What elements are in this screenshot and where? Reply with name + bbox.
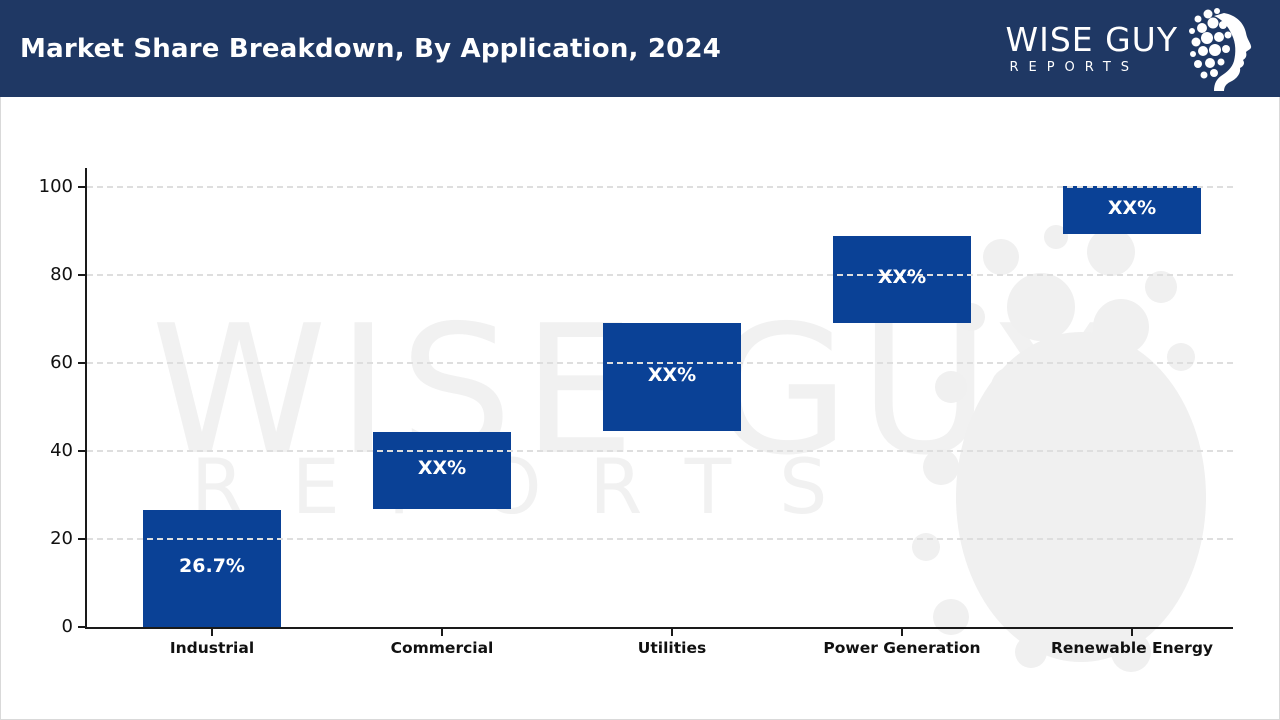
x-category-label-commercial: Commercial — [390, 639, 494, 657]
bar-value-label-renewable-energy: XX% — [1107, 196, 1157, 219]
x-tick — [1131, 629, 1133, 636]
brand-logo-text: WISE GUY REPORTS — [1005, 19, 1178, 75]
y-tick — [78, 186, 85, 188]
y-gridline — [87, 450, 1233, 452]
bar-commercial — [373, 432, 511, 509]
y-tick — [78, 538, 85, 540]
y-gridline — [87, 274, 1233, 276]
y-tick-label: 80 — [50, 264, 73, 285]
watermark-text-2: REPORTS — [191, 442, 876, 531]
watermark-head-graphic — [912, 225, 1206, 672]
dotted-head-icon — [1189, 7, 1252, 91]
x-tick — [671, 629, 673, 636]
x-tick — [901, 629, 903, 636]
y-axis-line — [85, 168, 87, 628]
x-tick — [211, 629, 213, 636]
x-axis-line — [85, 627, 1233, 629]
brand-name: WISE GUY — [1005, 19, 1178, 59]
y-tick-label: 20 — [50, 528, 73, 549]
y-tick-label: 0 — [61, 616, 73, 637]
y-tick-label: 40 — [50, 440, 73, 461]
chart-title: Market Share Breakdown, By Application, … — [20, 33, 722, 64]
y-tick — [78, 450, 85, 452]
x-category-label-power-generation: Power Generation — [823, 639, 981, 657]
y-tick — [78, 626, 85, 628]
x-category-label-industrial: Industrial — [169, 639, 255, 657]
bar-value-label-commercial: XX% — [417, 457, 467, 480]
bar-utilities — [603, 323, 741, 431]
bar-power-generation — [833, 235, 971, 323]
y-gridline — [87, 186, 1233, 188]
bar-value-label-industrial: 26.7% — [179, 555, 245, 578]
y-tick-label: 60 — [50, 352, 73, 373]
brand-logo: WISE GUY REPORTS — [1005, 7, 1256, 91]
bar-renewable-energy — [1063, 186, 1201, 234]
x-category-label-utilities: Utilities — [637, 639, 707, 657]
bar-value-label-power-generation: XX% — [877, 266, 927, 289]
x-category-label-renewable-energy: Renewable Energy — [1050, 639, 1214, 657]
x-tick — [441, 629, 443, 636]
header-bar: Market Share Breakdown, By Application, … — [0, 0, 1280, 97]
bar-value-label-utilities: XX% — [647, 364, 697, 387]
chart-canvas: WISE GUY REPORTS 0 20 40 60 80 100 26.7% Indust… — [0, 97, 1280, 720]
y-gridline — [87, 362, 1233, 364]
y-tick — [78, 362, 85, 364]
brand-subname: REPORTS — [1009, 59, 1140, 75]
bar-industrial — [143, 509, 281, 627]
y-gridline — [87, 538, 1233, 540]
y-tick-label: 100 — [38, 176, 73, 197]
y-tick — [78, 274, 85, 276]
